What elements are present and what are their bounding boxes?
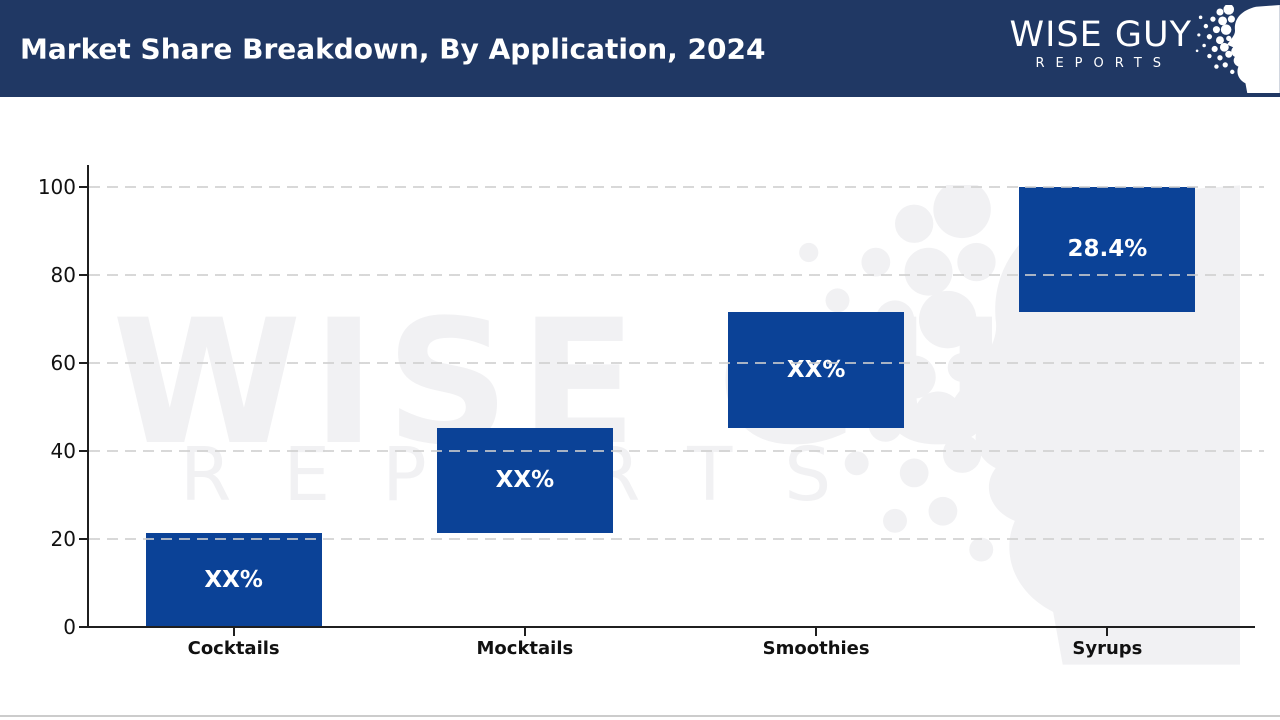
y-tickmark-60 bbox=[79, 362, 87, 364]
header-bar: Market Share Breakdown, By Application, … bbox=[0, 0, 1280, 97]
x-axis-category-label: Mocktails bbox=[476, 638, 574, 659]
wiseguy-reports-logo: WISE GUY REPORTS bbox=[980, 0, 1280, 97]
logo-text: WISE GUY REPORTS bbox=[1009, 17, 1192, 71]
bar-value-label: 28.4% bbox=[1067, 236, 1148, 263]
y-tickmark-100 bbox=[79, 186, 87, 188]
y-axis-tick-label: 0 bbox=[63, 615, 76, 639]
y-tickmark-20 bbox=[79, 538, 87, 540]
y-tickmark-40 bbox=[79, 450, 87, 452]
logo-head-icon bbox=[1195, 5, 1280, 93]
gridline-40 bbox=[89, 450, 1264, 452]
gridline-80 bbox=[89, 274, 1264, 276]
x-axis-category-label: Cocktails bbox=[187, 638, 280, 659]
x-tickmark-mocktails bbox=[523, 628, 526, 636]
x-axis-line bbox=[87, 626, 1255, 628]
x-tickmark-syrups bbox=[1106, 628, 1109, 636]
y-axis-tick-label: 80 bbox=[50, 263, 76, 287]
chart-bar-smoothies: XX% bbox=[728, 311, 905, 429]
gridline-100 bbox=[89, 186, 1264, 188]
y-axis-tick-label: 60 bbox=[50, 351, 76, 375]
y-axis-tick-label: 40 bbox=[50, 439, 76, 463]
y-axis-line bbox=[87, 165, 89, 628]
chart-bar-syrups: 28.4% bbox=[1019, 187, 1196, 312]
bar-value-label: XX% bbox=[786, 357, 846, 384]
x-axis-category-label: Smoothies bbox=[762, 638, 870, 659]
chart-bar-cocktails: XX% bbox=[145, 532, 322, 627]
bottom-divider bbox=[0, 715, 1280, 717]
y-tickmark-80 bbox=[79, 274, 87, 276]
logo-reports-text: REPORTS bbox=[1035, 55, 1173, 71]
gridline-20 bbox=[89, 538, 1264, 540]
x-tickmark-cocktails bbox=[232, 628, 235, 636]
bar-value-label: XX% bbox=[204, 566, 263, 593]
x-tickmark-smoothies bbox=[815, 628, 818, 636]
logo-wiseguy-text: WISE GUY bbox=[1009, 15, 1192, 55]
y-tickmark-0 bbox=[79, 626, 87, 628]
bar-value-label: XX% bbox=[495, 467, 555, 494]
y-axis-tick-label: 100 bbox=[37, 175, 76, 199]
x-axis-category-label: Syrups bbox=[1072, 638, 1143, 659]
page-title: Market Share Breakdown, By Application, … bbox=[20, 32, 766, 65]
gridline-60 bbox=[89, 362, 1264, 364]
chart-bar-mocktails: XX% bbox=[436, 428, 613, 533]
y-axis-tick-label: 20 bbox=[50, 527, 76, 551]
